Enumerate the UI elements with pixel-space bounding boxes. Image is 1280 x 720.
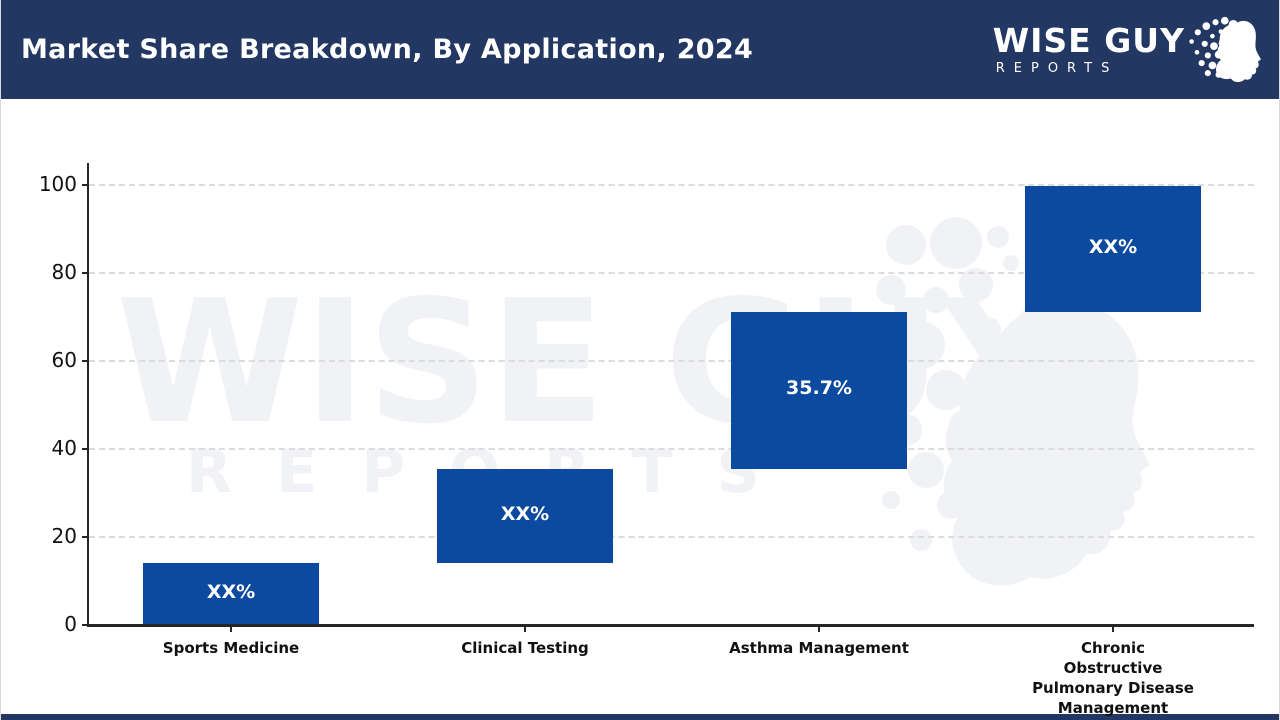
y-tick-label: 20 xyxy=(51,524,77,548)
category-label: Sports Medicine xyxy=(162,639,300,657)
category-label: Clinical Testing xyxy=(461,639,589,657)
category-label: Asthma Management xyxy=(729,639,909,657)
y-axis-tick xyxy=(82,448,89,450)
bar-value-label: XX% xyxy=(500,502,550,525)
x-axis-line xyxy=(87,624,1254,627)
y-axis-tick xyxy=(82,272,89,274)
page-title: Market Share Breakdown, By Application, … xyxy=(21,34,754,65)
header: Market Share Breakdown, By Application, … xyxy=(1,0,1279,99)
bar-value-label: XX% xyxy=(1088,235,1138,258)
bar-value-label: 35.7% xyxy=(786,377,852,400)
y-axis-tick xyxy=(82,624,89,626)
brand-logo: WISE GUY REPORTS xyxy=(993,10,1261,90)
y-tick-label: 100 xyxy=(38,172,77,196)
y-axis-tick xyxy=(82,184,89,186)
brand-face-icon xyxy=(1189,16,1261,82)
y-axis-tick xyxy=(82,360,89,362)
brand-name: WISE GUY xyxy=(992,20,1185,60)
gridline xyxy=(89,184,1254,186)
footer-strip xyxy=(1,714,1279,720)
x-axis-tick xyxy=(818,625,820,632)
y-tick-label: 80 xyxy=(51,260,77,284)
bar xyxy=(437,468,613,563)
bar-value-label: XX% xyxy=(206,580,256,603)
brand-tagline: REPORTS xyxy=(995,60,1119,76)
x-axis-tick xyxy=(1112,625,1114,632)
y-tick-label: 60 xyxy=(51,348,77,372)
category-label: Chronic Obstructive Pulmonary Disease Ma… xyxy=(1032,639,1194,717)
y-tick-label: 40 xyxy=(51,436,77,460)
y-tick-label: 0 xyxy=(64,612,77,636)
gridline xyxy=(89,272,1254,274)
gridline xyxy=(89,536,1254,538)
y-axis-line xyxy=(87,163,89,627)
brand-logo-text: WISE GUY REPORTS xyxy=(993,24,1185,76)
gridline xyxy=(89,448,1254,450)
gridline xyxy=(89,360,1254,362)
y-axis-tick xyxy=(82,536,89,538)
bar xyxy=(143,562,319,625)
x-axis-tick xyxy=(230,625,232,632)
x-axis-tick xyxy=(524,625,526,632)
